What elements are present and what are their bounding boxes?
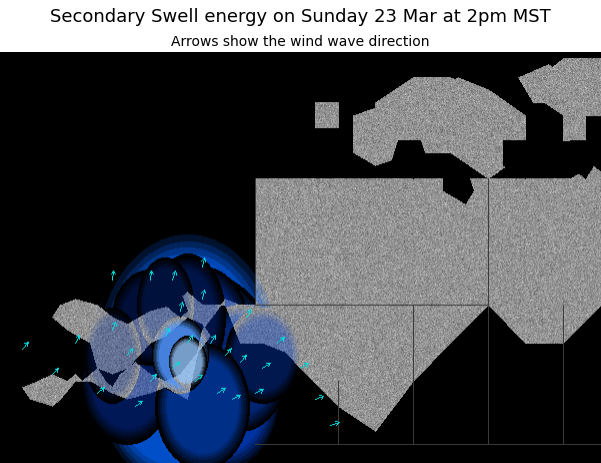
Text: Arrows show the wind wave direction: Arrows show the wind wave direction	[171, 35, 430, 49]
Text: Secondary Swell energy on Sunday 23 Mar at 2pm MST: Secondary Swell energy on Sunday 23 Mar …	[50, 8, 551, 26]
